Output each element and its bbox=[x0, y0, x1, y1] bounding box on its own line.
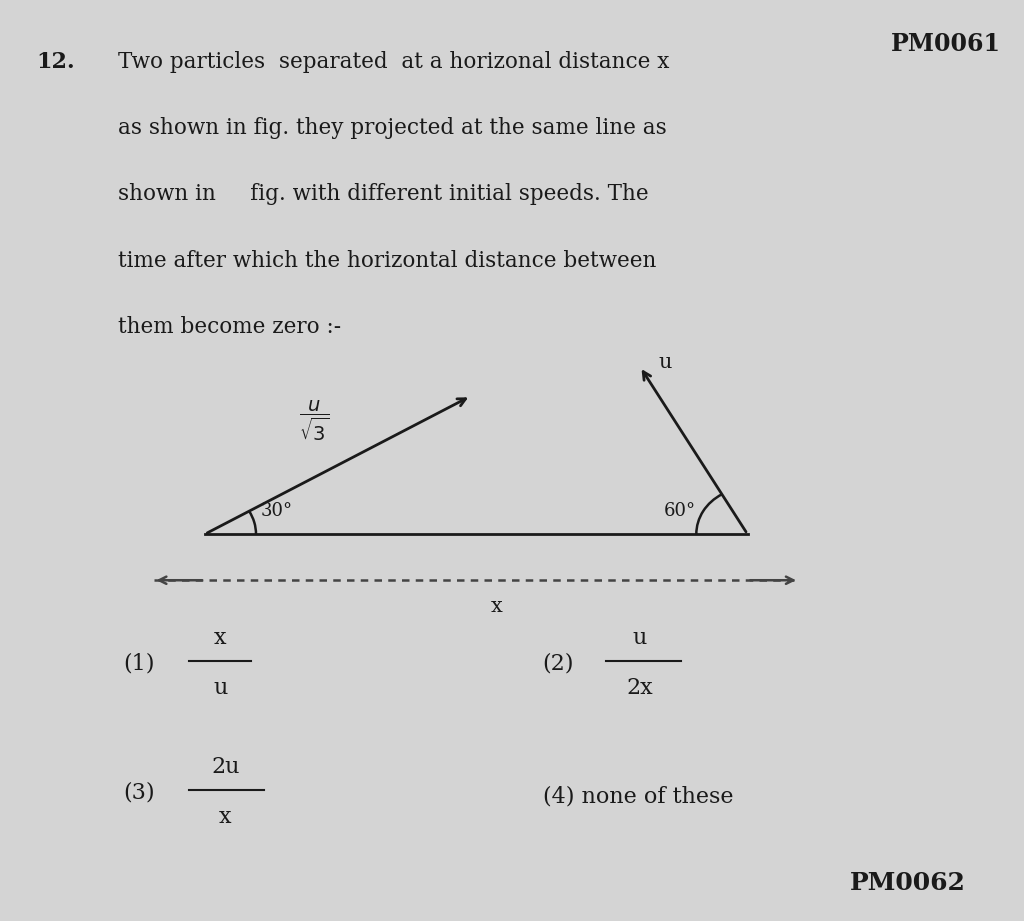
Text: (3): (3) bbox=[123, 781, 155, 803]
Text: $\dfrac{u}{\sqrt{3}}$: $\dfrac{u}{\sqrt{3}}$ bbox=[299, 398, 330, 443]
Text: u: u bbox=[658, 353, 672, 371]
Text: 2x: 2x bbox=[627, 677, 653, 699]
Text: u: u bbox=[633, 627, 647, 649]
Text: Two particles  separated  at a horizonal distance x: Two particles separated at a horizonal d… bbox=[118, 51, 669, 73]
Text: as shown in fig. they projected at the same line as: as shown in fig. they projected at the s… bbox=[118, 117, 667, 139]
Text: time after which the horizontal distance between: time after which the horizontal distance… bbox=[118, 250, 656, 272]
Text: x: x bbox=[214, 627, 226, 649]
Text: them become zero :-: them become zero :- bbox=[118, 316, 341, 338]
Text: 30°: 30° bbox=[261, 502, 293, 520]
Text: x: x bbox=[490, 597, 503, 616]
Text: 2u: 2u bbox=[211, 756, 240, 778]
Text: (1): (1) bbox=[123, 652, 155, 674]
Text: PM0061: PM0061 bbox=[891, 32, 1000, 56]
Text: (4) none of these: (4) none of these bbox=[543, 786, 733, 808]
Text: 12.: 12. bbox=[36, 51, 75, 73]
Text: (2): (2) bbox=[543, 652, 574, 674]
Text: PM0062: PM0062 bbox=[850, 871, 966, 895]
Text: shown in     fig. with different initial speeds. The: shown in fig. with different initial spe… bbox=[118, 183, 648, 205]
Text: 60°: 60° bbox=[664, 502, 695, 520]
Text: u: u bbox=[213, 677, 227, 699]
Text: x: x bbox=[219, 806, 231, 828]
